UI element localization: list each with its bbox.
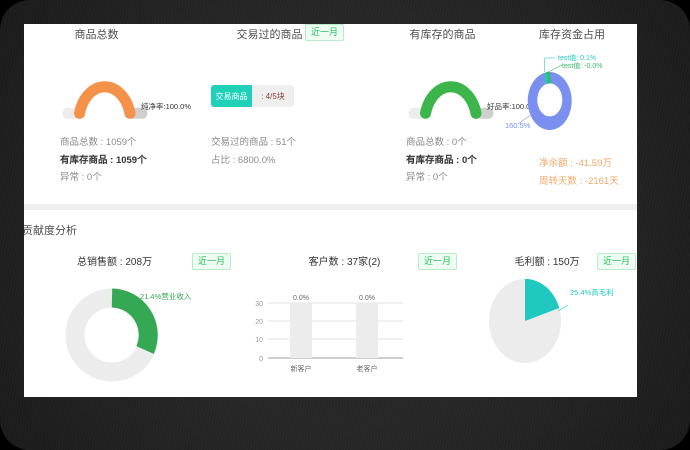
svg-text:老客户: 老客户 bbox=[357, 364, 378, 373]
svg-text:20: 20 bbox=[255, 319, 263, 326]
svg-text:新客户: 新客户 bbox=[291, 364, 312, 373]
svg-text:30: 30 bbox=[255, 301, 263, 308]
svg-text:0: 0 bbox=[259, 356, 263, 363]
svg-text:0.0%: 0.0% bbox=[359, 295, 375, 302]
svg-text:0.0%: 0.0% bbox=[293, 295, 309, 302]
svg-text:10: 10 bbox=[255, 337, 263, 344]
